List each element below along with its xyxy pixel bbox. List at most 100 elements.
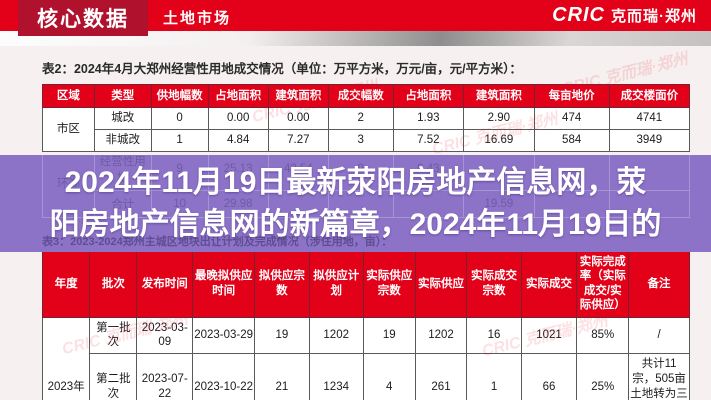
cric-logo-text: CRIC (552, 4, 605, 26)
faint-background-table: 环郑 经营性用地 9 25.13 43.54 9 9.43 合计 10 29.98 19.59 (42, 155, 691, 218)
table-cell: 1.93 (392, 107, 465, 131)
supply-plan-table: 年度 批次 发布时间 最晚拟供应时间 拟供应宗数 拟供应计划 实际供应宗数 实际供应 实际成交宗… (41, 250, 690, 400)
table-row: 非城改 1 4.84 7.27 3 7.52 16.69 584 3949 (43, 129, 691, 153)
table-cell: 0.00 (207, 107, 269, 131)
table-row: 环郑 经营性用地 9 25.13 43.54 9 9.43 (42, 155, 691, 218)
table-cell: 19 (362, 316, 416, 355)
table-cell: 2023-03-29 (192, 316, 256, 355)
table-header-cell: 类型 (93, 83, 152, 109)
table3-wrapper: 年度 批次 发布时间 最晚拟供应时间 拟供应宗数 拟供应计划 实际供应宗数 实际供应 实际成交宗… (41, 250, 690, 400)
table-cell: 2 (327, 107, 394, 131)
table-cell (463, 155, 535, 191)
table-header-cell: 建筑面积 (463, 83, 535, 109)
table-header-cell: 区域 (42, 83, 95, 109)
table2-wrapper: 区域 类型 供地幅数 占地面积 建筑面积 成交幅数 占地面积 建筑面积 每亩地价 成交楼面价 市区城… (42, 83, 691, 153)
table-cell (533, 155, 610, 191)
table-cell: 66 (520, 353, 578, 400)
table-cell: 市区 (42, 107, 95, 153)
table-cell: 0.00 (267, 107, 329, 131)
brand-title: 核心数据 (37, 8, 129, 31)
headline-line2: 阳房地产信息网的新篇章，2024年11月19日的 (49, 207, 662, 241)
table-cell: 1234 (308, 353, 364, 400)
table-cell: 16.69 (463, 129, 535, 153)
table-cell: 85% (576, 316, 630, 355)
table-cell: 2023-10-22 (192, 353, 256, 400)
table-cell: 25% (576, 353, 630, 400)
table-cell (608, 190, 691, 218)
table-cell: 43.54 (267, 155, 329, 191)
table-cell: 3 (327, 129, 394, 153)
table-row: 市区 城改 0 0.00 0.00 2 1.93 2.90 474 4741 (42, 107, 691, 153)
table-row: 2023年 第一批次 2023-03-09 2023-03-29 19 1202 19 120… (41, 316, 690, 400)
brand-block: 核心数据 (18, 0, 148, 36)
table-cell: 16 (466, 316, 522, 355)
table-cell (327, 190, 394, 218)
table-header-cell: 实际完成率（实际成交/实际供应） (576, 250, 630, 318)
table-header-cell: 年度 (41, 250, 91, 318)
table-cell: 584 (533, 129, 610, 153)
table-row: 第二批次 2023-07-22 2023-10-22 21 1234 4 261 1 66 25%… (43, 353, 690, 400)
table-cell: 2023-03-09 (136, 316, 194, 355)
cric-logo-cn: 克而瑞·郑州 (611, 8, 697, 25)
table-header-cell: 发布时间 (136, 250, 194, 318)
table-cell: 2023-07-22 (136, 353, 194, 400)
table-header-cell: 实际供应 (414, 250, 468, 318)
table-cell: 非城改 (93, 129, 152, 153)
table-header-cell: 拟供应宗数 (254, 250, 310, 318)
table-cell: 29.98 (207, 190, 269, 218)
table2-title: 表2：2024年4月大郑州经营性用地成交情况（单位：万平方米，万元/亩，元/平方… (42, 62, 522, 76)
cric-logo: CRIC 克而瑞·郑州 (552, 4, 697, 27)
table-header-cell: 占地面积 (392, 83, 465, 109)
table-cell: 城改 (93, 107, 152, 131)
table-header-cell: 占地面积 (207, 83, 269, 109)
table-cell: 1202 (414, 316, 468, 355)
headline-overlay: 环郑 经营性用地 9 25.13 43.54 9 9.43 合计 10 29.98 19.59 表3… (0, 155, 711, 252)
table-cell: 19 (254, 316, 310, 355)
table-header-cell: 建筑面积 (267, 83, 329, 109)
land-deal-table: 区域 类型 供地幅数 占地面积 建筑面积 成交幅数 占地面积 建筑面积 每亩地价 成交楼面价 市区城… (42, 83, 691, 153)
section-label: 土地市场 (163, 10, 232, 27)
table-cell: 环郑 (42, 155, 95, 218)
table-header-cell: 备注 (628, 250, 690, 318)
headline-line1: 2024年11月19日最新荥阳房地产信息网，荥 (64, 165, 647, 199)
table-cell: 19.59 (463, 190, 535, 218)
table-cell: 第二批次 (89, 353, 138, 400)
header-shadow-strip (0, 31, 711, 46)
table-cell: 474 (533, 107, 610, 131)
table3-caption-faint: 表3：2023-2024郑州主城区地块出让计划及完成情况（涉住用地，亩）： (42, 236, 393, 248)
table-header-cell: 最晚拟供应时间 (192, 250, 256, 318)
table-cell (533, 190, 610, 218)
table-cell: 261 (414, 353, 468, 400)
table-header-cell: 拟供应计划 (308, 250, 364, 318)
table-cell: 21 (254, 353, 310, 400)
table-cell: 经营性用地 (93, 155, 152, 191)
table-header-cell: 实际成交 (520, 250, 578, 318)
table-header-cell: 供地幅数 (150, 83, 209, 109)
table-header-cell: 每亩地价 (533, 83, 610, 109)
table-cell: 共计11宗，505亩土地转为三批次 (628, 353, 690, 400)
table-cell: 1202 (308, 316, 364, 355)
headline: 2024年11月19日最新荥阳房地产信息网，荥 阳房地产信息网的新篇章，2024… (0, 155, 711, 252)
table-header-cell: 成交幅数 (327, 83, 394, 109)
table-cell: 2023年 (41, 316, 91, 400)
table-cell: 3949 (608, 129, 691, 153)
table-cell: 7.52 (392, 129, 465, 153)
table-header-cell: 实际成交宗数 (466, 250, 522, 318)
table-cell: 10 (150, 190, 209, 218)
table-cell: 2.90 (463, 107, 535, 131)
table-cell: 4 (362, 353, 416, 400)
table-cell: / (628, 316, 690, 355)
table-cell: 4741 (608, 107, 691, 131)
table-header-cell: 实际供应宗数 (362, 250, 416, 318)
table-cell: 7.27 (267, 129, 329, 153)
table-cell: 1 (150, 129, 209, 153)
table-cell (267, 190, 329, 218)
table-cell: 25.13 (207, 155, 269, 191)
table-cell: 第一批次 (89, 316, 138, 355)
table-header-cell: 批次 (89, 250, 138, 318)
table-cell: 0 (150, 107, 209, 131)
table-header-cell: 成交楼面价 (608, 83, 691, 109)
table-cell (392, 190, 465, 218)
table-row: 合计 10 29.98 19.59 (43, 190, 691, 218)
table-cell: 1 (466, 353, 522, 400)
